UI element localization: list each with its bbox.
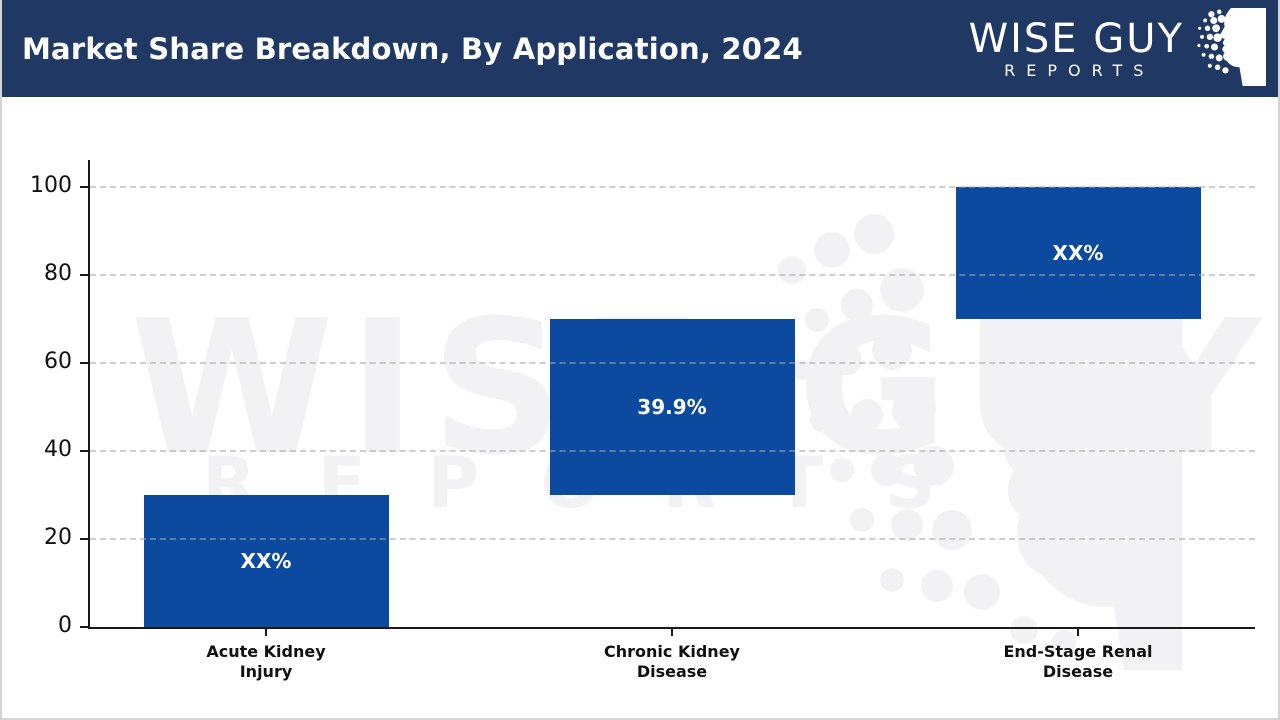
- y-tick-label: 100: [30, 173, 72, 198]
- bar-value-label: 39.9%: [637, 395, 707, 420]
- x-tick-mark: [265, 629, 267, 636]
- y-tick-mark: [80, 538, 88, 540]
- x-tick-label: End-Stage Renal Disease: [928, 642, 1228, 682]
- x-tick-label-line: Acute Kidney: [206, 642, 326, 661]
- page-title: Market Share Breakdown, By Application, …: [22, 31, 803, 66]
- gridline: [90, 186, 1255, 188]
- y-tick-mark: [80, 362, 88, 364]
- x-tick-label-line: Disease: [636, 662, 708, 681]
- x-tick-mark: [671, 629, 673, 636]
- x-tick-label-line: End-Stage Renal: [1003, 642, 1153, 661]
- y-tick-mark: [80, 450, 88, 452]
- x-tick-label: Acute Kidney Injury: [116, 642, 416, 682]
- bar: XX%: [143, 495, 389, 627]
- bar-value-label: XX%: [1052, 241, 1104, 266]
- logo-face-icon: [1188, 5, 1266, 93]
- gridline: [90, 274, 1255, 276]
- brand-logo-text: WISE GUY REPORTS: [969, 19, 1184, 79]
- bar: XX%: [955, 187, 1201, 320]
- x-tick-label-line: Disease: [1042, 662, 1114, 681]
- x-tick-label: Chronic Kidney Disease: [522, 642, 822, 682]
- y-tick-mark: [80, 274, 88, 276]
- bar-value-label: XX%: [240, 549, 292, 573]
- x-tick-label-line: Injury: [239, 662, 293, 681]
- y-axis-line: [88, 160, 90, 629]
- x-tick-mark: [1077, 629, 1079, 636]
- bar: 39.9%: [549, 319, 795, 495]
- header-bar: Market Share Breakdown, By Application, …: [2, 0, 1278, 97]
- y-tick-mark: [80, 186, 88, 188]
- x-tick-label-line: Chronic Kidney: [604, 642, 740, 661]
- y-tick-label: 0: [58, 613, 72, 638]
- brand-reports-label: REPORTS: [1004, 60, 1155, 80]
- brand-logo: WISE GUY REPORTS: [969, 5, 1266, 93]
- y-tick-label: 60: [44, 349, 72, 374]
- market-share-chart: 0 20 40 60 80 100 XX% 39.9% XX% Acute Kidney Injur…: [2, 97, 1278, 717]
- gridline: [90, 538, 1255, 540]
- watermark-face-icon: [762, 210, 1182, 674]
- brand-name-label: WISE GUY: [968, 15, 1184, 62]
- gridline: [90, 362, 1255, 364]
- y-tick-label: 80: [44, 261, 72, 286]
- y-tick-label: 40: [44, 437, 72, 462]
- gridline: [90, 450, 1255, 452]
- x-axis-line: [88, 627, 1255, 629]
- y-tick-label: 20: [44, 525, 72, 550]
- y-tick-mark: [80, 626, 88, 628]
